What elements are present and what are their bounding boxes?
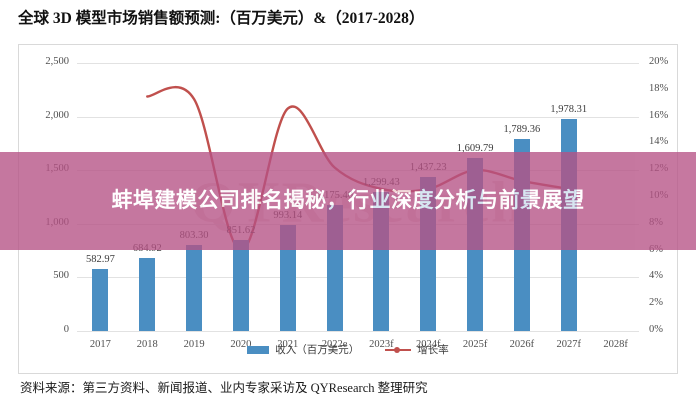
- x-axis-tick-2017: 2017: [89, 339, 111, 350]
- right-axis-tick: 20%: [649, 56, 669, 67]
- bar-label-2017: 582.97: [85, 253, 115, 265]
- bar-2019[interactable]: [186, 244, 203, 331]
- x-axis-tick-2026f: 2026f: [509, 339, 535, 350]
- gridline: [77, 116, 639, 118]
- legend-label-growth-rate: 增长率: [417, 344, 449, 356]
- x-axis-tick-2022e: 2022e: [321, 339, 348, 350]
- right-axis-tick: 2%: [649, 297, 663, 309]
- gridline: [77, 331, 639, 332]
- x-axis-tick-2028f: 2028f: [603, 339, 628, 350]
- right-axis-tick: 4%: [649, 270, 663, 282]
- right-axis-tick: 18%: [649, 82, 669, 94]
- right-axis-tick: 16%: [649, 109, 669, 121]
- x-axis-tick-2021: 2021: [277, 339, 299, 350]
- page-title: 全球 3D 模型市场销售额预测:（百万美元）&（2017-2028）: [18, 10, 425, 27]
- left-axis-tick: 2,500: [45, 56, 69, 67]
- right-axis-tick: 14%: [649, 136, 669, 148]
- legend-bar-swatch-icon: [247, 345, 270, 354]
- legend-item-revenue[interactable]: 收入（百万美元）: [247, 342, 359, 357]
- right-axis-tick: 0%: [649, 324, 663, 335]
- x-axis-tick-2023f: 2023f: [369, 339, 394, 350]
- x-axis-tick-2025f: 2025f: [462, 339, 488, 350]
- x-axis-tick-2020: 2020: [230, 339, 252, 350]
- x-axis-tick-2027f: 2027f: [556, 339, 582, 350]
- legend-label-revenue: 收入（百万美元）: [275, 344, 360, 356]
- bar-label-2025f: 1,609.79: [456, 143, 494, 155]
- left-axis-tick: 2,000: [45, 109, 69, 121]
- x-axis-tick-2018: 2018: [136, 339, 158, 350]
- bar-2020[interactable]: [232, 239, 249, 331]
- gridline: [77, 277, 639, 279]
- bar-label-2027f: 1,978.31: [550, 103, 588, 115]
- x-axis-tick-2019: 2019: [183, 339, 205, 350]
- legend-item-growth-rate[interactable]: 增长率: [385, 342, 449, 357]
- x-axis-tick-2024f: 2024f: [416, 339, 441, 350]
- overlay-headline: 蚌埠建模公司排名揭秘，行业深度分析与前景展望: [111, 188, 585, 212]
- overlay-banner: 蚌埠建模公司排名揭秘，行业深度分析与前景展望: [0, 152, 696, 250]
- bar-2018[interactable]: [139, 257, 156, 331]
- chart-legend: 收入（百万美元） 增长率: [19, 342, 677, 357]
- legend-line-swatch-icon: [385, 347, 412, 353]
- bar-label-2026f: 1,789.36: [503, 124, 541, 136]
- left-axis-tick: 500: [53, 270, 69, 282]
- gridline: [77, 63, 639, 64]
- source-note: 资料来源：第三方资料、新闻报道、业内专家采访及 QYResearch 整理研究: [20, 381, 428, 395]
- left-axis-tick: 0: [63, 324, 69, 335]
- bar-2021[interactable]: [279, 224, 296, 331]
- bar-2017[interactable]: [92, 268, 109, 331]
